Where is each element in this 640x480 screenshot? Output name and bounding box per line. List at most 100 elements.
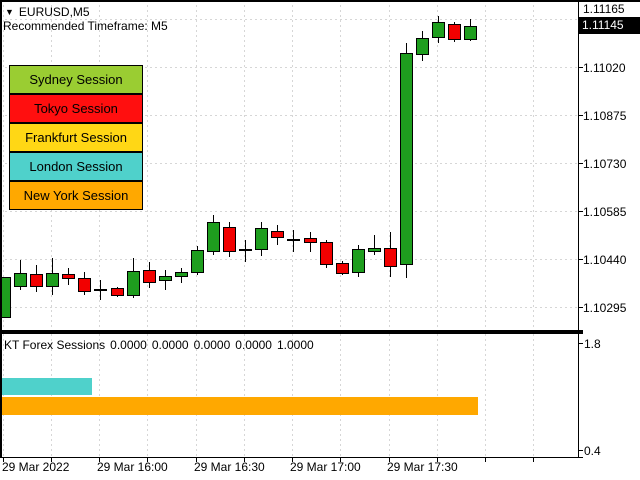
window-border-left (0, 0, 2, 457)
current-price-value: 1.11145 (582, 18, 624, 32)
time-axis-border (0, 457, 583, 458)
gridline-vertical (292, 334, 293, 457)
price-axis-tick (578, 67, 583, 68)
indicator-value: 0.0000 (193, 338, 231, 352)
time-axis-label: 29 Mar 17:00 (290, 460, 361, 474)
current-price-box: 1.11145 (579, 17, 640, 34)
time-axis-tick (533, 457, 534, 462)
symbol-dropdown-icon[interactable]: ▼ (5, 7, 14, 17)
gridline-vertical (3, 0, 4, 330)
gridline-vertical (389, 334, 390, 457)
time-axis-label: 29 Mar 2022 (2, 460, 70, 474)
candle-bullish (368, 248, 381, 252)
price-axis-border (578, 0, 579, 457)
gridline-vertical (389, 0, 390, 330)
gridline-horizontal (0, 163, 578, 164)
price-axis-tick (578, 211, 583, 212)
indicator-pane[interactable]: KT Forex Sessions 0.0000 0.0000 0.0000 0.000… (0, 334, 578, 457)
gridline-vertical (533, 334, 534, 457)
price-axis[interactable]: 1.11165 1.11020 1.10875 1.10730 1.10585 1.104… (579, 0, 640, 457)
time-axis-tick (244, 457, 245, 462)
price-axis-tick (578, 163, 583, 164)
session-legend: Sydney Session Tokyo Session Frankfurt S… (9, 65, 143, 210)
candle-bearish (94, 289, 107, 291)
gridline-vertical (244, 0, 245, 330)
gridline-vertical (196, 0, 197, 330)
time-axis-tick (99, 457, 100, 462)
indicator-value: 1.0000 (276, 338, 314, 352)
indicator-scale-max: 1.8 (584, 337, 601, 351)
gridline-vertical (437, 334, 438, 457)
gridline-vertical (147, 334, 148, 457)
indicator-scale-min: 0.4 (584, 444, 601, 458)
candle-bearish (448, 24, 461, 40)
candle-bullish (127, 271, 140, 296)
candle-bearish (287, 239, 300, 241)
candle-bearish (30, 274, 43, 287)
gridline-vertical (244, 334, 245, 457)
legend-item-tokyo: Tokyo Session (9, 94, 143, 123)
time-axis-tick (147, 457, 148, 462)
candle-bullish (207, 222, 220, 252)
candle-bearish (78, 278, 91, 292)
legend-label: New York Session (23, 188, 129, 203)
candle-bullish (191, 250, 204, 273)
candle-wick (293, 230, 294, 252)
price-axis-label: 1.10730 (583, 157, 627, 171)
gridline-horizontal (0, 67, 578, 68)
price-axis-tick (578, 115, 583, 116)
candle-bullish (432, 22, 445, 38)
gridline-horizontal (0, 115, 578, 116)
pane-separator[interactable] (0, 330, 583, 334)
candle-bullish (416, 38, 429, 55)
gridline-vertical (3, 334, 4, 457)
gridline-horizontal (0, 259, 578, 260)
time-axis-tick (292, 457, 293, 462)
gridline-vertical (485, 0, 486, 330)
time-axis-label: 29 Mar 16:00 (97, 460, 168, 474)
candle-bearish (62, 274, 75, 279)
candle-bullish (352, 249, 365, 273)
legend-label: London Session (29, 159, 123, 174)
legend-item-frankfurt: Frankfurt Session (9, 123, 143, 152)
candle-wick (245, 240, 246, 262)
gridline-horizontal (0, 307, 578, 308)
legend-item-london: London Session (9, 152, 143, 181)
candle-bullish (255, 228, 268, 250)
candle-bullish (400, 53, 413, 265)
time-axis-tick (340, 457, 341, 462)
candle-bearish (239, 249, 252, 251)
price-axis-tick (578, 307, 583, 308)
price-axis-label: 1.11020 (583, 61, 626, 75)
candle-bearish (111, 288, 124, 296)
candle-bullish (46, 273, 59, 287)
candle-bullish (464, 26, 477, 40)
price-axis-label: 1.10440 (583, 253, 627, 267)
gridline-vertical (51, 334, 52, 457)
indicator-header: KT Forex Sessions 0.0000 0.0000 0.0000 0.000… (4, 338, 324, 352)
candle-bearish (143, 270, 156, 283)
indicator-name: KT Forex Sessions (4, 338, 106, 352)
candle-bearish (223, 227, 236, 252)
gridline-vertical (147, 0, 148, 330)
time-axis-tick (389, 457, 390, 462)
indicator-values: 0.0000 0.0000 0.0000 0.0000 1.0000 (110, 338, 319, 352)
candle-bullish (175, 272, 188, 277)
time-axis-tick (485, 457, 486, 462)
candle-bearish (271, 231, 284, 238)
candle-bullish (0, 277, 11, 318)
legend-label: Frankfurt Session (25, 130, 127, 145)
main-chart-pane[interactable]: ▼ EURUSD,M5 Recommended Timeframe: M5 Syd… (0, 0, 578, 330)
gridline-vertical (99, 334, 100, 457)
time-axis-label: 29 Mar 17:30 (387, 460, 458, 474)
indicator-value: 0.0000 (151, 338, 189, 352)
symbol-title[interactable]: ▼ EURUSD,M5 (5, 5, 90, 19)
candle-wick (374, 235, 375, 255)
gridline-horizontal (0, 211, 578, 212)
candle-bullish (14, 273, 27, 287)
price-axis-label: 1.10585 (583, 205, 627, 219)
symbol-label: EURUSD,M5 (18, 5, 90, 19)
price-axis-label: 1.11165 (583, 2, 625, 16)
indicator-value: 0.0000 (110, 338, 147, 352)
london-session-bar (0, 378, 92, 395)
